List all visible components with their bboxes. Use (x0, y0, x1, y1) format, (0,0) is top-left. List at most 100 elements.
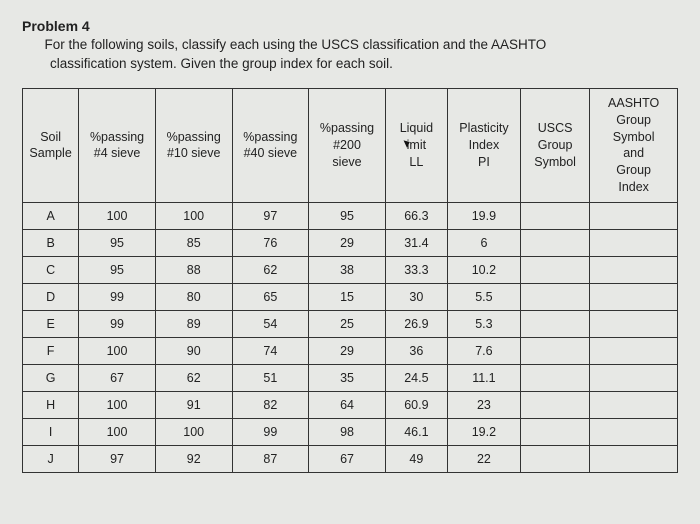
header-p200: %passing #200 sieve (309, 88, 386, 202)
cell-pi: 23 (447, 392, 520, 419)
cell-ll: 60.9 (385, 392, 447, 419)
cell-p40: 62 (232, 257, 309, 284)
table-row: G6762513524.511.1 (23, 365, 678, 392)
cell-p4: 100 (79, 392, 156, 419)
header-p40: %passing #40 sieve (232, 88, 309, 202)
cell-pi: 22 (447, 446, 520, 473)
table-row: C9588623833.310.2 (23, 257, 678, 284)
cell-p4: 99 (79, 284, 156, 311)
cell-p40: 65 (232, 284, 309, 311)
cell-uscs (520, 446, 589, 473)
cell-pi: 6 (447, 230, 520, 257)
cell-p200: 25 (309, 311, 386, 338)
cell-p4: 95 (79, 230, 156, 257)
cell-p4: 95 (79, 257, 156, 284)
cell-pi: 7.6 (447, 338, 520, 365)
header-sample: Soil Sample (23, 88, 79, 202)
cell-uscs (520, 257, 589, 284)
cell-p40: 76 (232, 230, 309, 257)
cell-p10: 62 (155, 365, 232, 392)
header-pi: Plasticity Index PI (447, 88, 520, 202)
cell-ll: 26.9 (385, 311, 447, 338)
cell-p4: 100 (79, 338, 156, 365)
problem-label: Problem 4 (22, 18, 678, 34)
cell-p4: 67 (79, 365, 156, 392)
problem-line2: classification system. Given the group i… (50, 56, 393, 71)
cell-sample: A (23, 203, 79, 230)
cell-p40: 97 (232, 203, 309, 230)
cell-ll: 30 (385, 284, 447, 311)
cell-p200: 29 (309, 230, 386, 257)
cell-ll: 24.5 (385, 365, 447, 392)
cell-uscs (520, 338, 589, 365)
cell-p200: 38 (309, 257, 386, 284)
cell-p40: 99 (232, 419, 309, 446)
cell-pi: 10.2 (447, 257, 520, 284)
cell-p10: 89 (155, 311, 232, 338)
cell-aashto (590, 392, 678, 419)
header-ll: Liquid imit LL (385, 88, 447, 202)
cell-p200: 29 (309, 338, 386, 365)
cell-pi: 5.3 (447, 311, 520, 338)
cell-aashto (590, 419, 678, 446)
cell-uscs (520, 230, 589, 257)
page: Problem 4 For the following soils, class… (0, 0, 700, 524)
cell-p200: 98 (309, 419, 386, 446)
cell-sample: C (23, 257, 79, 284)
cell-aashto (590, 257, 678, 284)
table-row: I100100999846.119.2 (23, 419, 678, 446)
cell-p10: 100 (155, 203, 232, 230)
cell-p10: 92 (155, 446, 232, 473)
cell-p40: 82 (232, 392, 309, 419)
cell-p40: 51 (232, 365, 309, 392)
table-row: D99806515305.5 (23, 284, 678, 311)
cell-p40: 54 (232, 311, 309, 338)
cell-sample: F (23, 338, 79, 365)
header-aashto: AASHTO Group Symbol and Group Index (590, 88, 678, 202)
cell-aashto (590, 311, 678, 338)
header-p10: %passing #10 sieve (155, 88, 232, 202)
table-row: A100100979566.319.9 (23, 203, 678, 230)
cell-ll: 33.3 (385, 257, 447, 284)
cell-p200: 15 (309, 284, 386, 311)
cell-aashto (590, 203, 678, 230)
table-body: A100100979566.319.9B9585762931.46C958862… (23, 203, 678, 473)
cell-p4: 99 (79, 311, 156, 338)
cell-sample: H (23, 392, 79, 419)
problem-text: For the following soils, classify each u… (22, 36, 678, 74)
cell-p200: 95 (309, 203, 386, 230)
cell-p10: 100 (155, 419, 232, 446)
cell-aashto (590, 284, 678, 311)
cell-sample: B (23, 230, 79, 257)
cell-ll: 31.4 (385, 230, 447, 257)
cell-p4: 100 (79, 203, 156, 230)
cell-ll: 49 (385, 446, 447, 473)
cell-p200: 67 (309, 446, 386, 473)
cell-uscs (520, 365, 589, 392)
cell-ll: 46.1 (385, 419, 447, 446)
cell-p40: 74 (232, 338, 309, 365)
soil-table: Soil Sample %passing #4 sieve %passing #… (22, 88, 678, 473)
table-row: B9585762931.46 (23, 230, 678, 257)
cell-p40: 87 (232, 446, 309, 473)
cell-aashto (590, 446, 678, 473)
header-p4: %passing #4 sieve (79, 88, 156, 202)
cell-sample: I (23, 419, 79, 446)
header-uscs: USCS Group Symbol (520, 88, 589, 202)
cell-p10: 88 (155, 257, 232, 284)
cell-uscs (520, 284, 589, 311)
cell-ll: 66.3 (385, 203, 447, 230)
cell-p4: 97 (79, 446, 156, 473)
table-row: J979287674922 (23, 446, 678, 473)
cell-p200: 64 (309, 392, 386, 419)
cell-pi: 5.5 (447, 284, 520, 311)
cell-p200: 35 (309, 365, 386, 392)
cell-p10: 80 (155, 284, 232, 311)
problem-line1: For the following soils, classify each u… (45, 37, 547, 52)
cell-aashto (590, 365, 678, 392)
cell-p10: 90 (155, 338, 232, 365)
table-row: F100907429367.6 (23, 338, 678, 365)
cell-uscs (520, 203, 589, 230)
table-row: E9989542526.95.3 (23, 311, 678, 338)
cell-sample: E (23, 311, 79, 338)
